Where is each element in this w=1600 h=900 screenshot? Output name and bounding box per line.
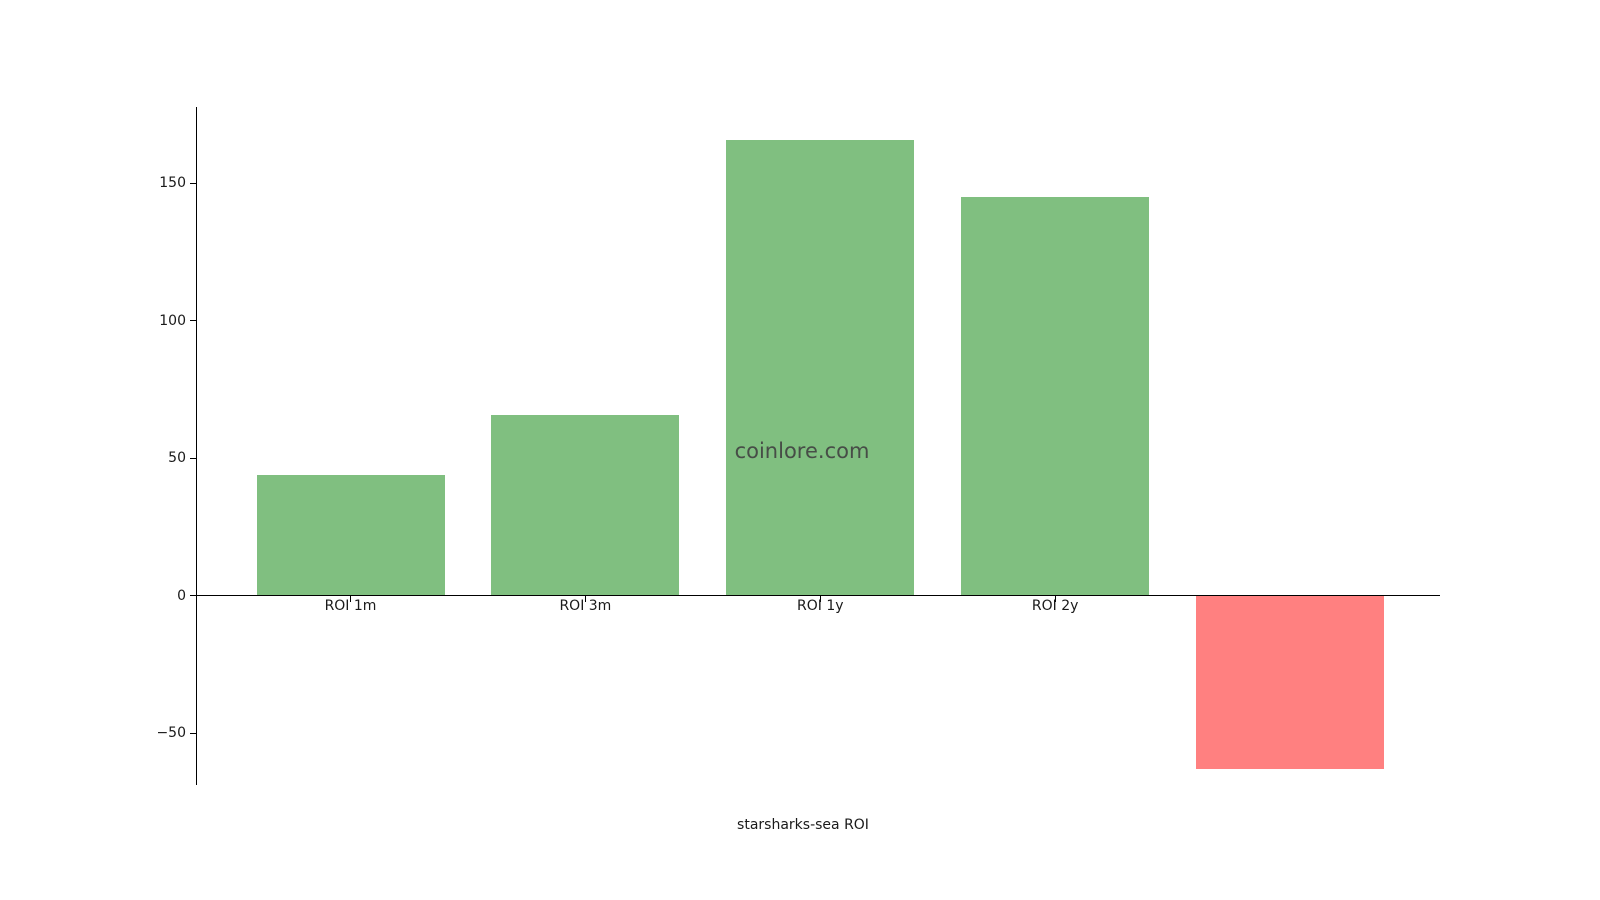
- y-axis-tick-label: 50: [168, 450, 186, 466]
- x-axis-tick: [350, 596, 351, 602]
- y-axis-tick-label: −50: [156, 725, 186, 741]
- watermark-text: coinlore.com: [734, 439, 870, 463]
- y-axis-tick-label: 150: [159, 175, 186, 191]
- x-axis-tick: [584, 596, 586, 602]
- y-axis-tick: [190, 595, 196, 596]
- bar-unlabeled: [1196, 596, 1385, 770]
- x-axis-line: [196, 595, 1440, 596]
- x-axis-tick: [1054, 596, 1056, 602]
- x-axis-tick-label: ROI 2y: [1031, 598, 1079, 614]
- x-axis-tick: [819, 596, 821, 602]
- x-axis-tick-label: ROI 3m: [559, 598, 612, 614]
- x-axis-tick-label: ROI 1m: [324, 598, 377, 614]
- y-axis-tick: [190, 182, 196, 184]
- y-axis-line: [196, 107, 197, 785]
- y-axis-tick: [190, 732, 196, 734]
- bar-roi-1m: [256, 475, 445, 596]
- bar-roi-1y: [726, 139, 915, 596]
- y-axis-tick-label: 0: [177, 587, 186, 604]
- chart-title: starsharks-sea ROI: [737, 817, 869, 833]
- bar-roi-3m: [491, 414, 680, 596]
- y-axis-tick-label: 100: [159, 312, 186, 329]
- y-axis-tick: [190, 457, 196, 459]
- x-axis-tick-label: ROI 1y: [797, 598, 844, 614]
- y-axis-tick: [190, 320, 196, 321]
- bar-roi-2y: [961, 197, 1150, 596]
